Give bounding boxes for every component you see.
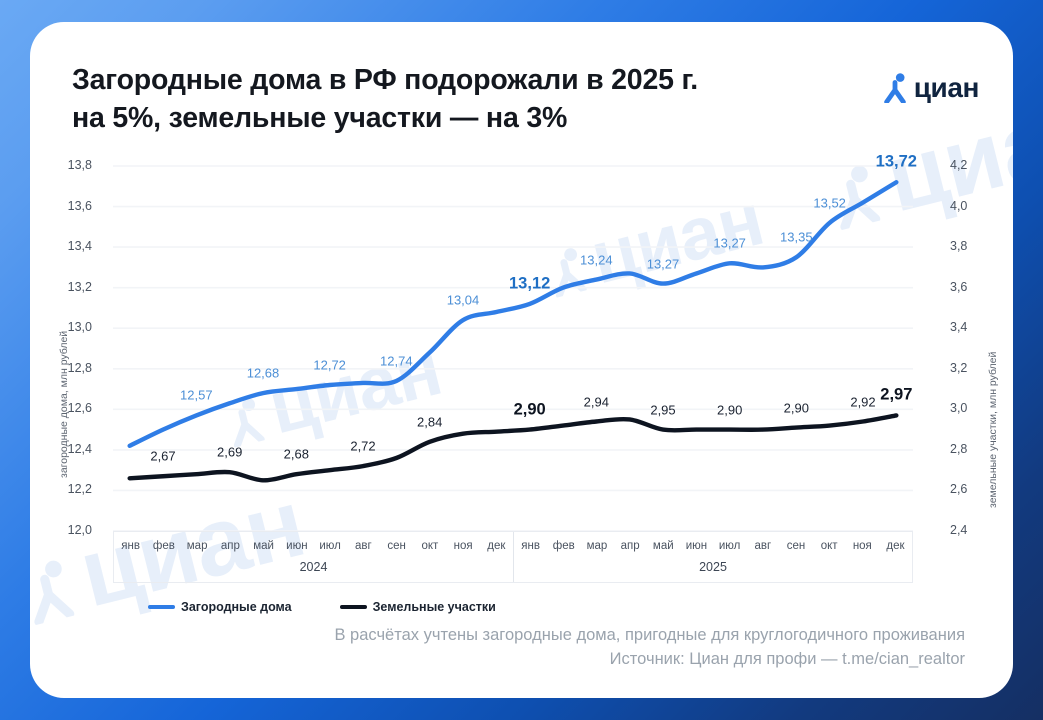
month-labels: янв фев мар апр май июн июл авг сен окт ноя дек: [114, 532, 513, 559]
brand-name: циан: [913, 72, 980, 103]
month-label: дек: [487, 539, 506, 552]
month-label: янв: [521, 539, 540, 552]
data-label: 13,52: [813, 195, 846, 211]
month-label: сен: [387, 539, 406, 552]
month-label: янв: [121, 539, 140, 552]
left-tick-label: 12,6: [67, 401, 92, 416]
data-label: 2,90: [783, 400, 809, 416]
right-tick-label: 2,8: [950, 441, 968, 456]
right-tick-label: 3,2: [950, 360, 968, 375]
title-line-2: на 5%, земельные участки — на 3%: [72, 101, 568, 134]
data-label: 2,67: [150, 448, 176, 464]
data-label: 13,27: [646, 256, 680, 272]
x-axis-group-2025: янв фев мар апр май июн июл авг сен окт ноя дек 202…: [513, 532, 912, 582]
legend-label: Загородные дома: [181, 600, 292, 614]
series-line-0: [127, 180, 899, 449]
month-label: ноя: [453, 539, 473, 552]
data-label: 12,68: [246, 365, 280, 381]
month-label: окт: [421, 539, 439, 552]
data-label: 2,69: [217, 444, 243, 460]
footer-line-1: В расчётах учтены загородные дома, приго…: [334, 626, 965, 645]
month-label: сен: [786, 539, 806, 552]
data-label: 2,90: [513, 400, 546, 419]
month-label: авг: [355, 539, 372, 552]
left-tick-label: 12,0: [67, 523, 92, 537]
month-label: май: [253, 539, 274, 552]
cian-pin-icon: [883, 73, 906, 103]
left-tick-label: 13,2: [67, 279, 92, 294]
month-label: апр: [220, 539, 240, 552]
data-label: 13,12: [509, 274, 551, 293]
right-tick-label: 2,6: [950, 482, 968, 497]
title-line-1: Загородные дома в РФ подорожали в 2025 г…: [72, 64, 699, 96]
data-label: 2,72: [350, 438, 376, 454]
month-label: мар: [586, 539, 608, 552]
legend-label: Земельные участки: [372, 600, 496, 614]
month-label: апр: [620, 539, 640, 552]
footer-note: В расчётах учтены загородные дома, приго…: [30, 624, 973, 672]
month-label: мар: [186, 539, 208, 552]
month-label: июл: [718, 539, 741, 552]
data-label: 13,72: [875, 152, 917, 171]
plot-area: [113, 165, 913, 532]
data-label: 2,94: [583, 394, 609, 409]
month-label: ноя: [852, 539, 872, 552]
left-tick-label: 13,0: [67, 320, 92, 335]
brand-logo: циан: [882, 72, 979, 104]
page-title: Загородные дома в РФ подорожали в 2025 г…: [72, 62, 698, 137]
month-label: авг: [754, 539, 772, 552]
data-label: 2,68: [283, 446, 309, 462]
data-label: 13,35: [780, 229, 813, 245]
data-label: 12,74: [380, 353, 413, 369]
chart: загородные дома, млн рублей земельные уч…: [30, 148, 1013, 648]
right-tick-label: 4,0: [950, 198, 968, 213]
month-label: май: [652, 539, 674, 552]
x-axis-group-2024: янв фев мар апр май июн июл авг сен окт ноя дек 202…: [114, 532, 513, 582]
legend-item-land[interactable]: Земельные участки: [339, 600, 496, 614]
data-label: 13,27: [713, 235, 746, 251]
left-tick-label: 13,4: [67, 239, 92, 254]
right-tick-label: 3,8: [950, 239, 968, 254]
left-tick-label: 12,2: [67, 482, 92, 497]
legend-item-houses[interactable]: Загородные дома: [148, 600, 292, 614]
data-label: 2,95: [650, 402, 676, 418]
month-label: фев: [152, 539, 175, 552]
month-label: дек: [886, 539, 905, 552]
footer-line-2: Источник: Циан для профи — t.me/cian_rea…: [609, 650, 965, 669]
year-label: 2024: [299, 560, 328, 574]
data-label: 2,92: [850, 394, 876, 409]
right-tick-label: 3,4: [950, 320, 968, 335]
right-tick-label: 2,4: [950, 523, 968, 537]
year-label: 2025: [699, 560, 727, 574]
left-tick-label: 13,6: [67, 198, 92, 213]
legend-swatch: [148, 605, 175, 609]
right-tick-label: 4,2: [950, 158, 968, 172]
chart-legend: Загородные дома Земельные участки: [148, 600, 496, 614]
month-label: июн: [286, 539, 308, 552]
month-label: июн: [685, 539, 708, 552]
data-label: 2,90: [717, 402, 743, 418]
x-axis: янв фев мар апр май июн июл авг сен окт ноя дек 202…: [113, 531, 913, 583]
data-label: 12,57: [180, 387, 213, 403]
card-header: Загородные дома в РФ подорожали в 2025 г…: [30, 22, 1013, 137]
data-label: 13,24: [580, 252, 613, 268]
infographic-card: циан циан циан циан Загородные дома в РФ…: [30, 22, 1013, 698]
right-tick-label: 3,6: [950, 279, 968, 294]
series-line-1: [127, 413, 899, 483]
month-label: июл: [319, 539, 341, 552]
left-tick-label: 12,8: [67, 360, 92, 375]
legend-swatch: [339, 605, 367, 609]
data-label: 2,84: [417, 414, 443, 430]
month-labels: янв фев мар апр май июн июл авг сен окт ноя дек: [514, 532, 912, 559]
month-label: фев: [552, 539, 575, 552]
right-tick-label: 3,0: [950, 401, 968, 416]
month-label: окт: [820, 539, 838, 552]
data-label: 2,97: [880, 385, 913, 404]
left-tick-label: 12,4: [67, 441, 92, 456]
left-tick-label: 13,8: [67, 158, 92, 172]
data-label: 12,72: [313, 357, 346, 373]
data-label: 13,04: [446, 292, 480, 308]
